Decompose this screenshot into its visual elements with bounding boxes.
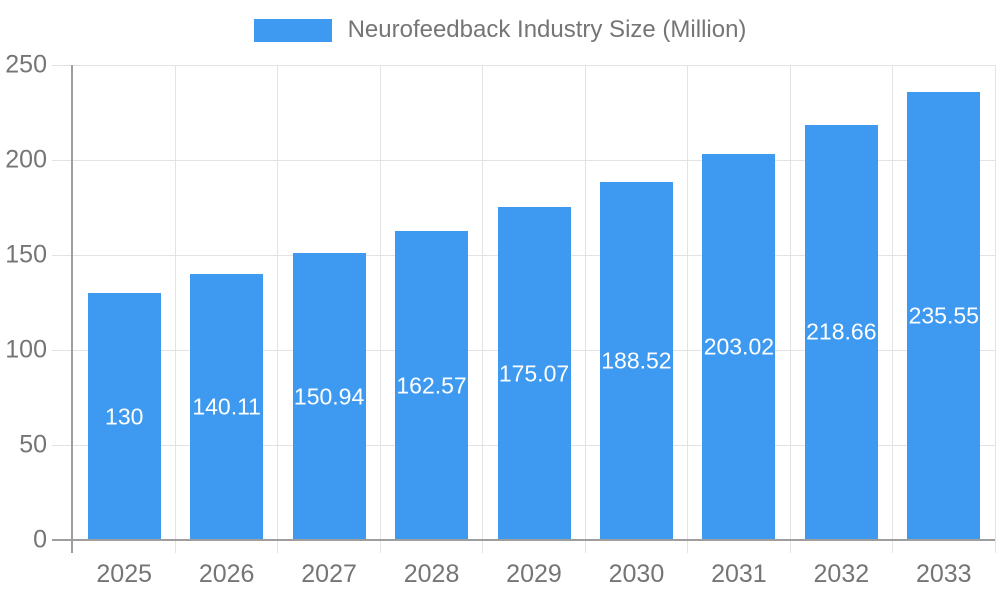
bar-value-label: 235.55 — [908, 302, 979, 329]
x-gridline — [584, 65, 586, 553]
x-gridline — [482, 65, 484, 553]
x-axis-tick-label: 2033 — [915, 560, 972, 588]
bar-value-label: 150.94 — [293, 383, 365, 410]
x-gridline — [892, 65, 894, 553]
x-axis-tick-label: 2030 — [608, 560, 665, 588]
bar-value-label: 188.52 — [601, 347, 672, 374]
x-gridline — [687, 65, 689, 553]
bar-value-label: 203.02 — [703, 333, 775, 360]
legend-swatch — [253, 18, 332, 42]
y-axis-line — [71, 65, 73, 553]
chart-legend: Neurofeedback Industry Size (Million) — [0, 16, 1000, 44]
x-axis-tick-label: 2032 — [813, 560, 870, 588]
x-axis-tick-label: 2031 — [711, 560, 767, 588]
y-axis-tick-label: 50 — [19, 430, 47, 459]
bar-2029[interactable] — [497, 207, 571, 540]
x-axis-tick-label: 2027 — [301, 560, 357, 588]
x-axis-tick-label: 2029 — [506, 560, 562, 588]
bar-2027[interactable] — [292, 253, 366, 540]
x-gridline — [379, 65, 381, 553]
x-axis-tick-label: 2026 — [198, 560, 255, 588]
bar-value-label: 218.66 — [806, 318, 877, 345]
x-gridline — [789, 65, 791, 553]
x-axis-line — [52, 539, 995, 541]
bar-2028[interactable] — [395, 231, 469, 540]
bar-value-label: 140.11 — [192, 393, 261, 420]
bar-value-label: 130 — [105, 403, 144, 429]
x-gridline — [994, 65, 996, 553]
bar-value-label: 175.07 — [498, 360, 570, 387]
x-axis-tick-label: 2028 — [403, 560, 460, 588]
y-axis-tick-label: 100 — [5, 335, 47, 364]
y-gridline — [52, 159, 995, 161]
bar-2033[interactable] — [907, 92, 981, 540]
x-gridline — [174, 65, 176, 553]
bar-2026[interactable] — [190, 273, 264, 540]
bar-value-label: 162.57 — [396, 372, 467, 399]
y-axis-tick-label: 150 — [5, 240, 47, 269]
y-gridline — [52, 64, 995, 66]
y-axis-tick-label: 250 — [5, 50, 47, 79]
y-axis-tick-label: 200 — [5, 145, 47, 174]
bar-2025[interactable] — [87, 293, 161, 540]
bar-2032[interactable] — [804, 124, 878, 540]
y-axis-tick-label: 0 — [33, 525, 47, 554]
legend-label: Neurofeedback Industry Size (Million) — [347, 16, 747, 43]
bar-2031[interactable] — [702, 154, 776, 540]
bar-2030[interactable] — [599, 181, 673, 540]
x-axis-tick-label: 2025 — [96, 560, 153, 588]
x-gridline — [277, 65, 279, 553]
